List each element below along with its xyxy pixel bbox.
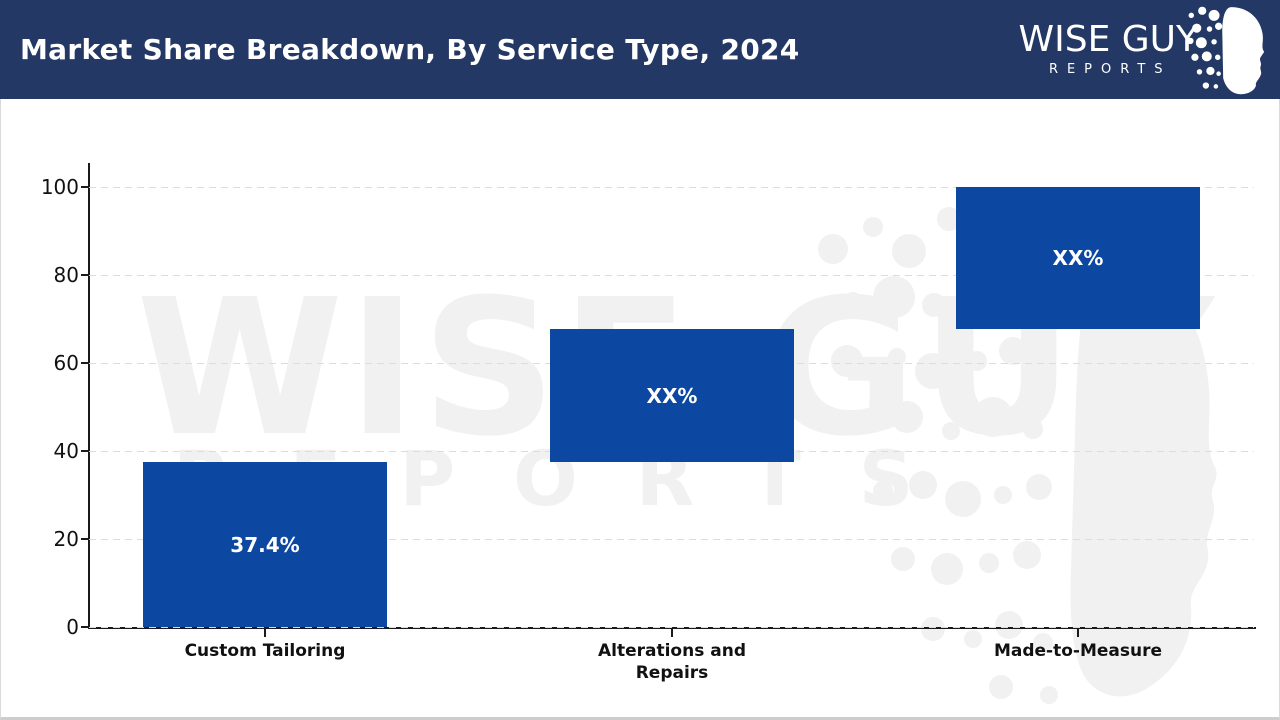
y-tick-label-80: 80 xyxy=(53,263,79,287)
y-tick-20 xyxy=(81,538,89,540)
gridline-20 xyxy=(89,538,1254,540)
x-tick-custom-tailoring xyxy=(264,629,266,637)
y-tick-label-100: 100 xyxy=(40,175,79,199)
gridline-0 xyxy=(89,626,1254,628)
gridline-100 xyxy=(89,186,1254,188)
bar-value-label-custom-tailoring: 37.4% xyxy=(230,532,300,557)
header-bar: Market Share Breakdown, By Service Type,… xyxy=(0,0,1280,99)
brand-name: WISE GUY xyxy=(1018,19,1199,60)
y-tick-40 xyxy=(81,450,89,452)
y-axis-line xyxy=(88,163,90,629)
x-axis-line xyxy=(88,627,1256,629)
y-tick-80 xyxy=(81,274,89,276)
brand-text: WISE GUY REPORTS xyxy=(1018,19,1199,78)
category-label-custom-tailoring: Custom Tailoring xyxy=(184,641,346,661)
bar-value-label-made-to-measure: XX% xyxy=(1052,246,1104,271)
y-tick-label-40: 40 xyxy=(53,439,79,463)
y-tick-label-20: 20 xyxy=(53,527,79,551)
category-label-alterations-and-repairs: Alterations and Repairs xyxy=(597,641,746,684)
brand-logo: WISE GUY REPORTS xyxy=(1019,4,1267,96)
plot-area: 0 20 40 60 80 100 37.4% Custom Tailoring XX% Alte… xyxy=(1,99,1280,717)
bar-made-to-measure: XX% xyxy=(956,187,1200,330)
y-tick-60 xyxy=(81,362,89,364)
category-label-made-to-measure: Made-to-Measure xyxy=(993,641,1163,661)
brand-subtitle: REPORTS xyxy=(1048,62,1172,77)
brand-face-icon xyxy=(1187,6,1265,94)
y-tick-0 xyxy=(81,626,89,628)
bar-value-label-alterations-and-repairs: XX% xyxy=(646,383,698,408)
y-tick-label-0: 0 xyxy=(66,615,79,639)
bar-alterations-and-repairs: XX% xyxy=(550,329,794,463)
x-tick-made-to-measure xyxy=(1077,629,1079,637)
page-title: Market Share Breakdown, By Service Type,… xyxy=(20,33,800,66)
chart-canvas: WISE GUY REPORTS xyxy=(0,99,1280,720)
gridline-80 xyxy=(89,274,1254,276)
bar-custom-tailoring: 37.4% xyxy=(143,462,387,627)
x-tick-alterations-and-repairs xyxy=(671,629,673,637)
y-tick-100 xyxy=(81,186,89,188)
y-tick-label-60: 60 xyxy=(53,351,79,375)
